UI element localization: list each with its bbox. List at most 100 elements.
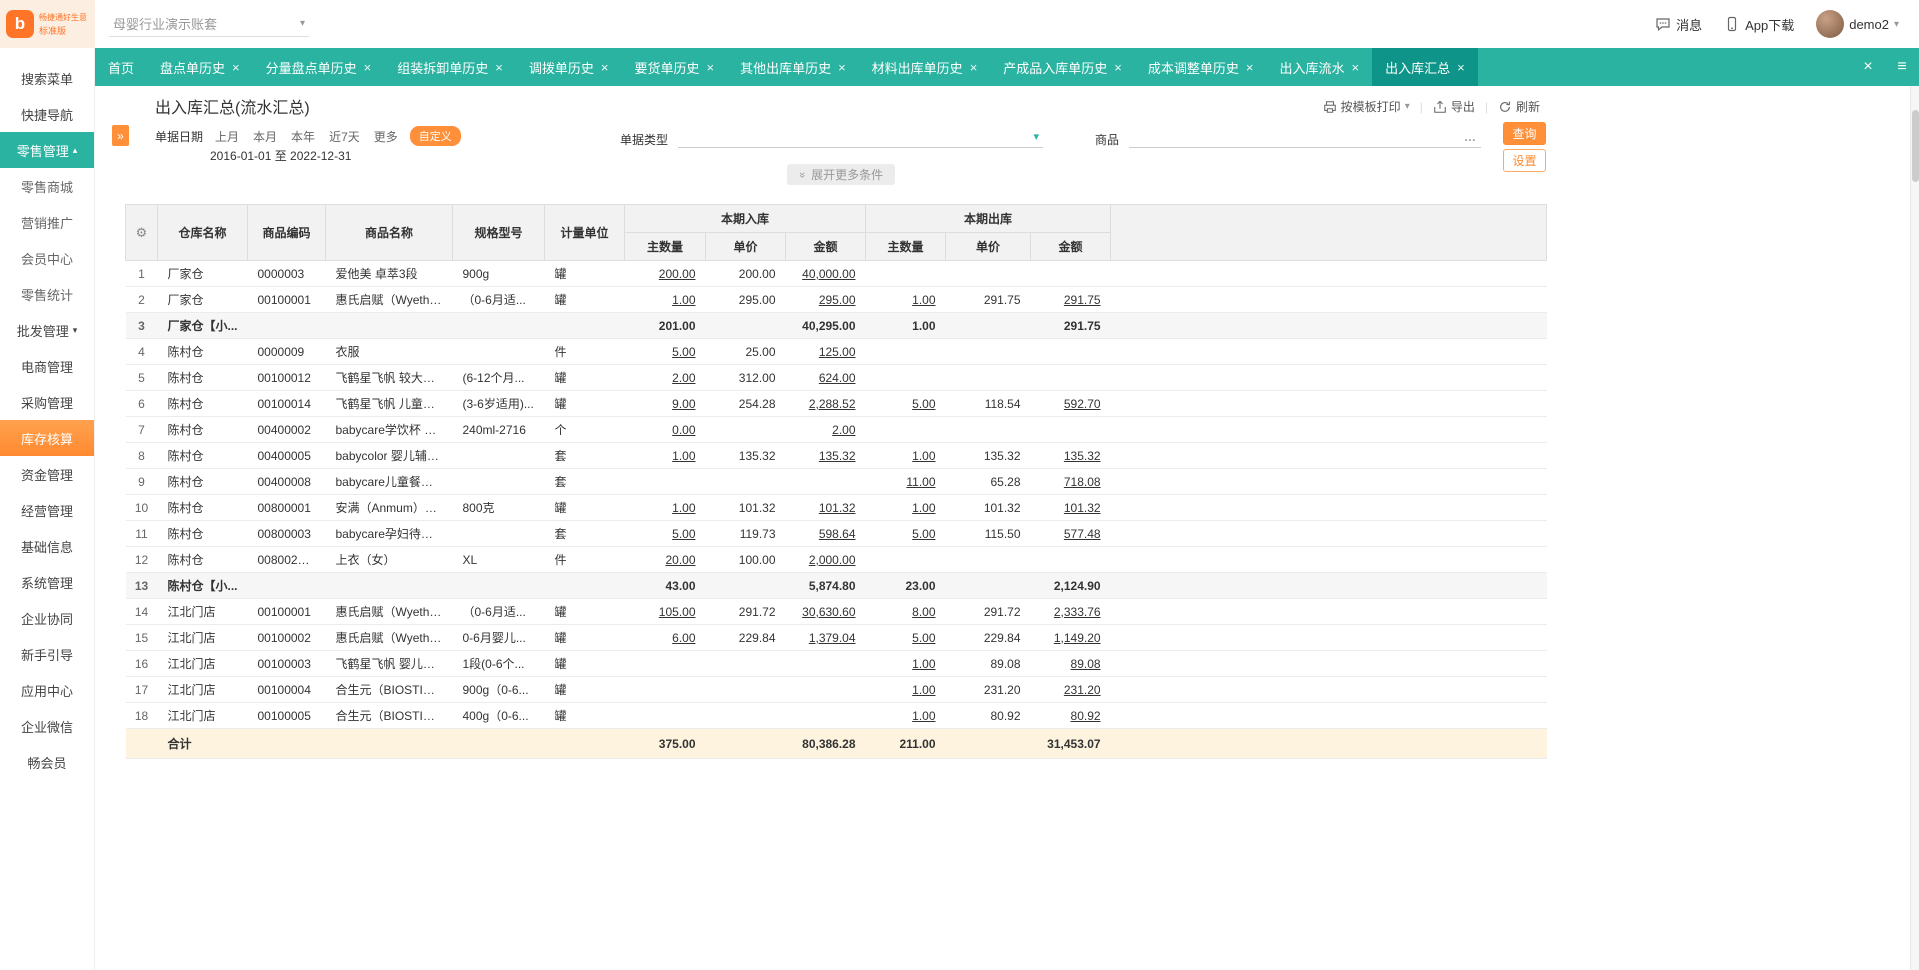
drilldown-link[interactable]: 1.00 [912,708,936,723]
drilldown-link[interactable]: 291.75 [1063,292,1101,307]
sidebar-item-10[interactable]: 库存核算 [0,420,94,456]
table-row[interactable]: 18 江北门店 00100005 合生元（BIOSTIME）... 400g（0-6..… [125,702,1547,729]
drilldown-link[interactable]: 135.32 [1063,448,1101,463]
tab-close-icon[interactable]: × [1457,59,1465,75]
drilldown-link[interactable]: 5.00 [672,526,696,541]
sidebar-item-8[interactable]: 电商管理 [0,348,94,384]
drilldown-link[interactable]: 20.00 [665,552,696,567]
messages-button[interactable]: 消息 [1655,15,1702,34]
drilldown-link[interactable]: 1.00 [672,448,696,463]
drilldown-link[interactable]: 2.00 [832,422,856,437]
drilldown-link[interactable]: 5.00 [672,344,696,359]
drilldown-link[interactable]: 1,379.04 [808,630,856,645]
total-row[interactable]: 合计 375.00 80,386.28 211.00 31,453.07 [125,728,1547,759]
tab-11[interactable]: 出入库汇总 × [1372,48,1478,86]
drilldown-link[interactable]: 577.48 [1063,526,1101,541]
date-range-value[interactable]: 2016-01-01 至 2022-12-31 [210,149,352,163]
quick-date-2[interactable]: 本年 [291,129,316,144]
export-button[interactable]: 导出 [1433,98,1475,115]
table-row[interactable]: 9 陈村仓 00400008 babycare儿童餐具 婴... 套 11.00 65.28… [125,468,1547,495]
table-row[interactable]: 2 厂家仓 00100001 惠氏启赋（Wyeth illu... （0-6月适... 罐… [125,286,1547,313]
tab-close-icon[interactable]: × [495,59,503,75]
drilldown-link[interactable]: 1.00 [672,292,696,307]
table-row[interactable]: 12 陈村仓 008002000... 上衣（女） XL 件 20.00 100.00 2,00… [125,546,1547,573]
drilldown-link[interactable]: 80.92 [1070,708,1101,723]
tab-8[interactable]: 产成品入库单历史 × [990,48,1135,86]
tab-menu-button[interactable]: ≡ [1885,48,1919,86]
user-menu[interactable]: demo2 ▾ [1816,10,1899,38]
account-select[interactable]: 母婴行业演示账套 ▾ [109,11,309,37]
tab-close-icon[interactable]: × [706,59,715,75]
tab-4[interactable]: 调拨单历史 × [516,48,622,86]
sidebar-item-2[interactable]: 零售管理 ▴ [0,132,94,168]
settings-button[interactable]: 设置 [1503,149,1546,172]
drilldown-link[interactable]: 89.08 [1070,656,1101,671]
quick-date-0[interactable]: 上月 [215,129,240,144]
drilldown-link[interactable]: 598.64 [818,526,856,541]
sidebar-item-17[interactable]: 应用中心 [0,672,94,708]
subtotal-row[interactable]: 3 厂家仓【小... 201.00 40,295.00 1.00 291.75 [125,312,1547,339]
tab-3[interactable]: 组装拆卸单历史 × [384,48,516,86]
drilldown-link[interactable]: 1,149.20 [1053,630,1101,645]
drilldown-link[interactable]: 624.00 [818,370,856,385]
drilldown-link[interactable]: 1.00 [912,682,936,697]
app-download-button[interactable]: App下载 [1724,15,1794,34]
sidebar-item-6[interactable]: 零售统计 [0,276,94,312]
drilldown-link[interactable]: 101.32 [1063,500,1101,515]
table-row[interactable]: 7 陈村仓 00400002 babycare学饮杯 儿童... 240ml-2716 个… [125,416,1547,443]
tab-6[interactable]: 其他出库单历史 × [727,48,859,86]
custom-date-badge[interactable]: 自定义 [409,126,461,146]
quick-date-4[interactable]: 更多 [373,129,398,144]
table-row[interactable]: 11 陈村仓 00800003 babycare孕妇待产包 ... 套 5.00 119.7… [125,520,1547,547]
subtotal-row[interactable]: 13 陈村仓【小... 43.00 5,874.80 23.00 2,124.90 [125,572,1547,599]
print-by-template-button[interactable]: 按模板打印 ▾ [1323,98,1410,115]
table-row[interactable]: 4 陈村仓 0000009 衣服 件 5.00 25.00 125.00 [125,338,1547,365]
app-logo[interactable]: b 畅捷通好生意 标准版 [0,0,95,48]
tab-1[interactable]: 盘点单历史 × [147,48,253,86]
tab-7[interactable]: 材料出库单历史 × [859,48,991,86]
drilldown-link[interactable]: 5.00 [912,630,936,645]
drilldown-link[interactable]: 1.00 [912,448,936,463]
drilldown-link[interactable]: 6.00 [672,630,696,645]
drilldown-link[interactable]: 1.00 [672,500,696,515]
table-row[interactable]: 1 厂家仓 0000003 爱他美 卓萃3段 900g 罐 200.00 200.00 40,0… [125,260,1547,287]
column-settings-button[interactable]: ⚙ [125,204,158,261]
tab-close-icon[interactable]: × [232,59,240,75]
drilldown-link[interactable]: 125.00 [818,344,856,359]
sidebar-item-12[interactable]: 经营管理 [0,492,94,528]
more-options-icon[interactable]: … [1464,129,1478,144]
drilldown-link[interactable]: 105.00 [658,604,696,619]
table-row[interactable]: 10 陈村仓 00800001 安满（Anmum）智孕... 800克罐 1.00 101.… [125,494,1547,521]
sidebar-item-13[interactable]: 基础信息 [0,528,94,564]
sidebar-item-14[interactable]: 系统管理 [0,564,94,600]
scrollbar-track[interactable] [1910,86,1919,970]
sidebar-item-1[interactable]: 快捷导航 [0,96,94,132]
query-button[interactable]: 查询 [1503,122,1546,145]
drilldown-link[interactable]: 2,333.76 [1053,604,1101,619]
table-row[interactable]: 15 江北门店 00100002 惠氏启赋（Wyeth illu... 0-6月婴儿..… [125,624,1547,651]
drilldown-link[interactable]: 295.00 [818,292,856,307]
drilldown-link[interactable]: 2,288.52 [808,396,856,411]
drilldown-link[interactable]: 2,000.00 [808,552,856,567]
sidebar-item-0[interactable]: 搜索菜单 [0,60,94,96]
sidebar-item-5[interactable]: 会员中心 [0,240,94,276]
sidebar-item-11[interactable]: 资金管理 [0,456,94,492]
tab-5[interactable]: 要货单历史 × [621,48,727,86]
drilldown-link[interactable]: 2.00 [672,370,696,385]
refresh-button[interactable]: 刷新 [1498,98,1540,115]
tab-close-icon[interactable]: × [838,59,846,75]
drilldown-link[interactable]: 135.32 [818,448,856,463]
drilldown-link[interactable]: 200.00 [658,266,696,281]
drilldown-link[interactable]: 1.00 [912,292,936,307]
tab-close-icon[interactable]: × [969,59,978,75]
tab-close-icon[interactable]: × [1114,59,1122,75]
sidebar-item-4[interactable]: 营销推广 [0,204,94,240]
table-row[interactable]: 17 江北门店 00100004 合生元（BIOSTIME）... 900g（0-6..… [125,676,1547,703]
close-all-tabs-button[interactable]: × [1851,48,1885,86]
tab-10[interactable]: 出入库流水 × [1267,48,1373,86]
drilldown-link[interactable]: 5.00 [912,526,936,541]
sidebar-item-15[interactable]: 企业协同 [0,600,94,636]
